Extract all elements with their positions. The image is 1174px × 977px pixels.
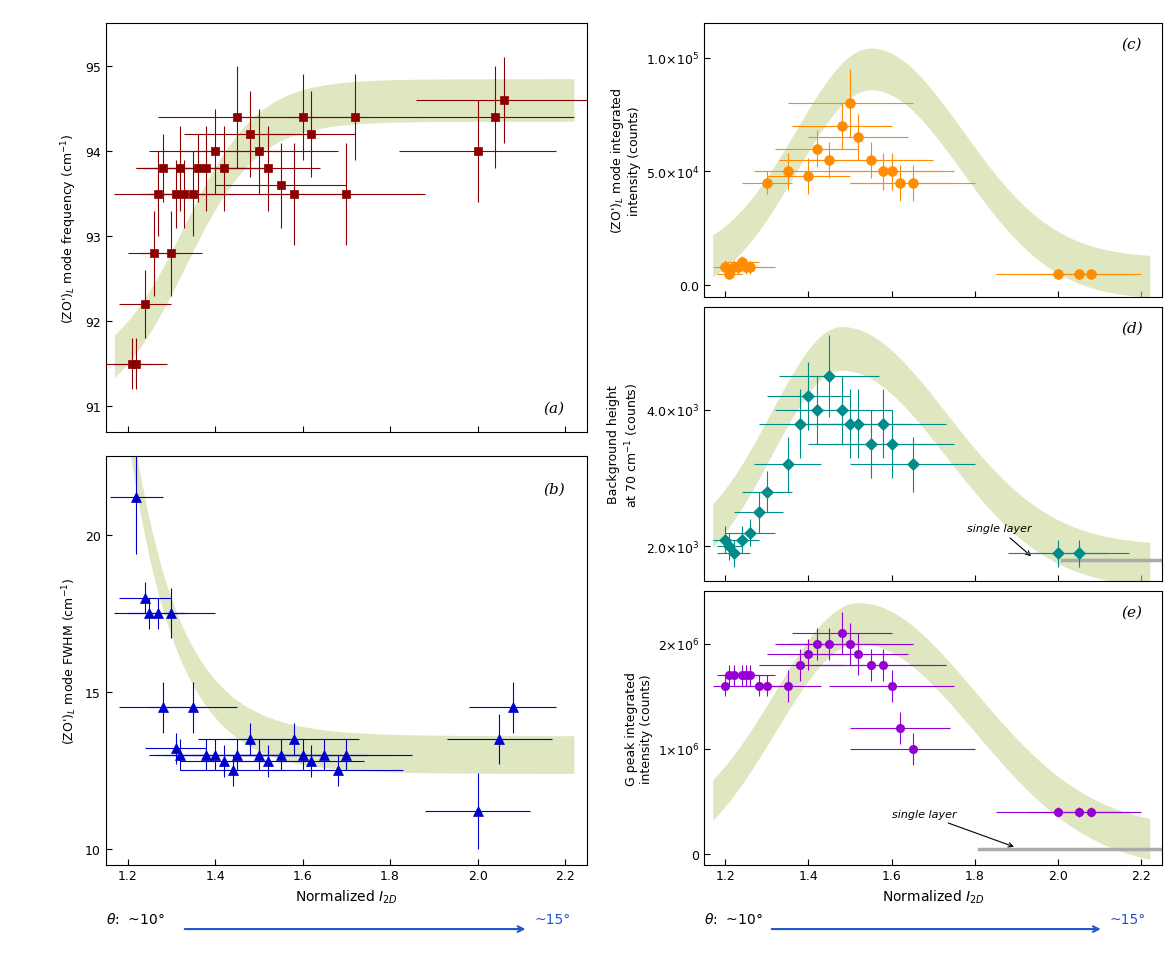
Text: single layer: single layer [966,524,1031,556]
Y-axis label: (ZO')$_L$ mode integrated
intensity (counts): (ZO')$_L$ mode integrated intensity (cou… [608,88,641,234]
Text: (a): (a) [544,401,565,415]
X-axis label: Normalized $I_{2D}$: Normalized $I_{2D}$ [295,888,398,906]
Text: (b): (b) [544,483,566,496]
Y-axis label: (ZO')$_L$ mode frequency (cm$^{-1}$): (ZO')$_L$ mode frequency (cm$^{-1}$) [60,133,80,323]
Y-axis label: G peak integrated
intensity (counts): G peak integrated intensity (counts) [625,671,653,786]
Text: single layer: single layer [892,809,1013,847]
Text: $\theta$:  ~10°: $\theta$: ~10° [704,912,763,926]
Y-axis label: Background height
at 70 cm$^{-1}$ (counts): Background height at 70 cm$^{-1}$ (count… [607,382,641,507]
Text: (e): (e) [1121,606,1142,619]
X-axis label: Normalized $I_{2D}$: Normalized $I_{2D}$ [882,888,985,906]
Text: $\theta$:  ~10°: $\theta$: ~10° [106,912,164,926]
Text: ~15°: ~15° [534,913,571,926]
Y-axis label: (ZO')$_L$ mode FWHM (cm$^{-1}$): (ZO')$_L$ mode FWHM (cm$^{-1}$) [61,577,80,744]
Text: ~15°: ~15° [1109,913,1146,926]
Text: (d): (d) [1121,321,1142,336]
Text: (c): (c) [1121,38,1141,52]
